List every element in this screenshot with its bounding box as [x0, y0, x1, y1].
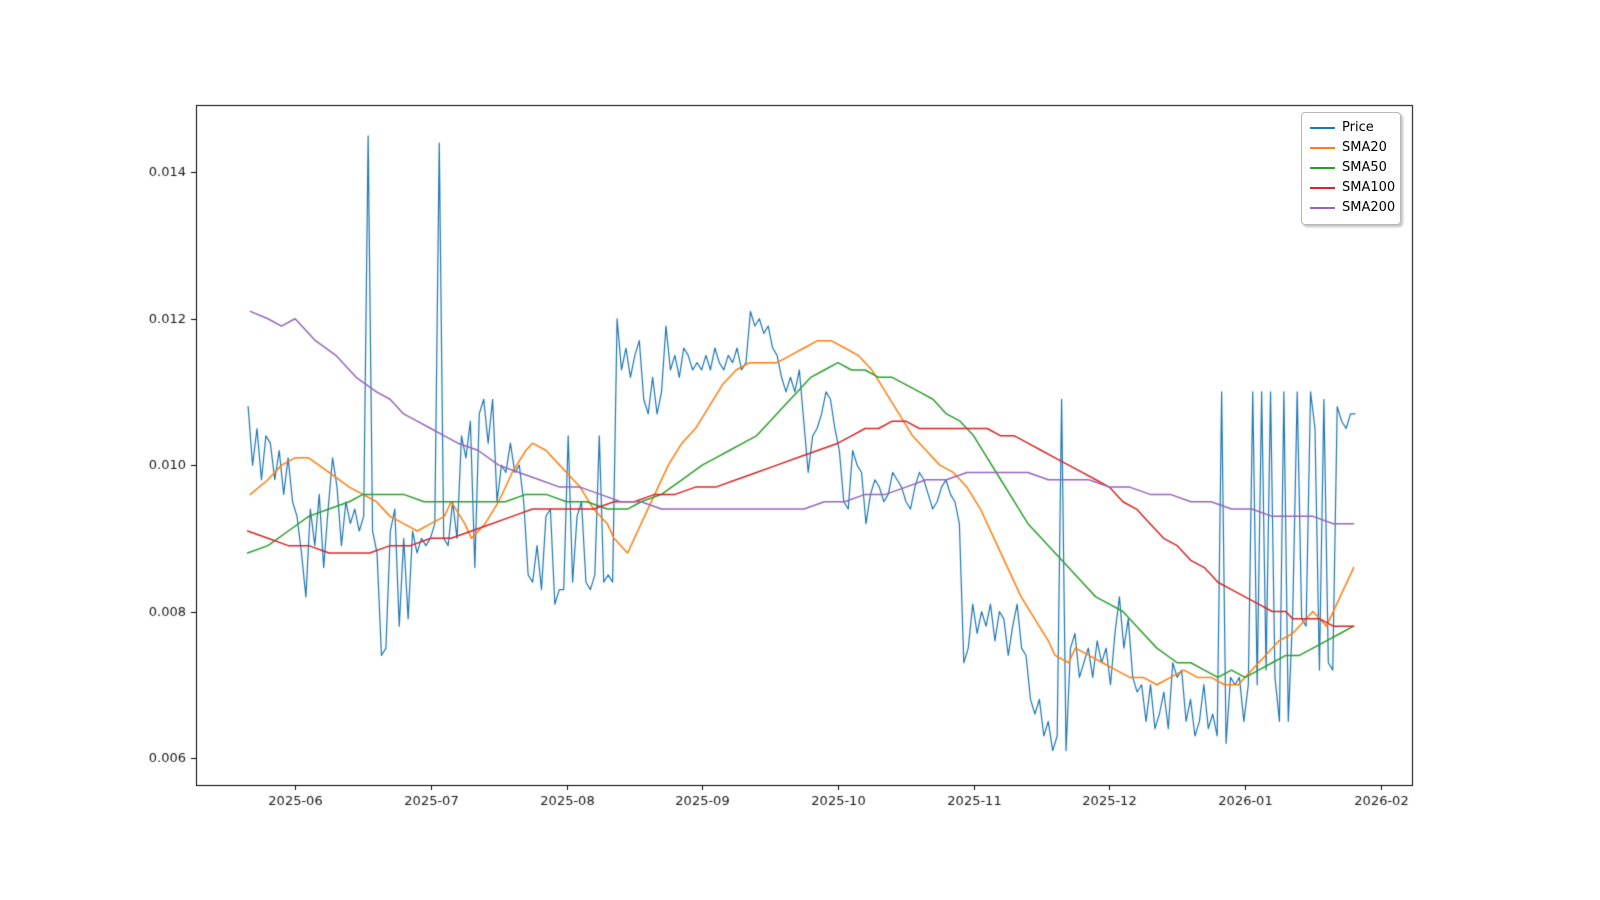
- legend-item-sma200: SMA200: [1310, 198, 1395, 218]
- legend-label: SMA50: [1342, 160, 1387, 175]
- legend-label: SMA100: [1342, 180, 1396, 195]
- sma100-line-swatch: [1310, 187, 1335, 189]
- chart-legend: Price SMA20 SMA50 SMA100 SMA200: [1301, 112, 1401, 225]
- sma200-line-swatch: [1310, 207, 1335, 209]
- legend-item-sma100: SMA100: [1310, 178, 1395, 198]
- legend-label: SMA20: [1342, 140, 1387, 155]
- price-line-swatch: [1310, 127, 1335, 129]
- legend-item-price: Price: [1310, 118, 1391, 138]
- legend-item-sma20: SMA20: [1310, 138, 1391, 158]
- legend-label: SMA200: [1342, 200, 1396, 215]
- sma50-line-swatch: [1310, 167, 1335, 169]
- sma20-line-swatch: [1310, 147, 1335, 149]
- legend-item-sma50: SMA50: [1310, 158, 1391, 178]
- legend-label: Price: [1342, 120, 1374, 135]
